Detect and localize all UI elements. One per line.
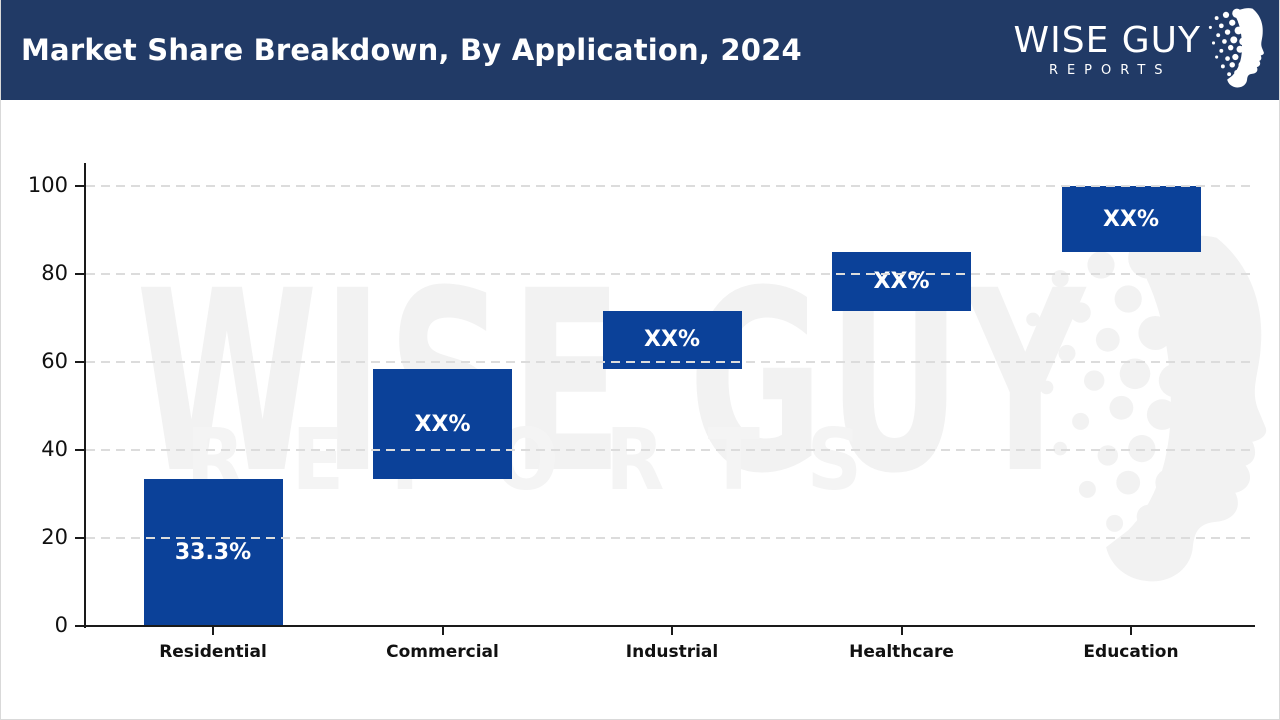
y-tick-mark (75, 537, 84, 539)
bar-value-label: XX% (1103, 206, 1159, 232)
bar-value-label: XX% (873, 268, 930, 294)
logo-tagline-text: REPORTS (1048, 62, 1172, 78)
x-tick-mark (212, 627, 214, 635)
y-tick-label: 0 (54, 613, 68, 637)
dotted-head-icon (1208, 8, 1264, 88)
x-tick-mark (1130, 627, 1132, 635)
y-tick-mark (75, 185, 84, 187)
watermark-head-icon (1026, 235, 1267, 582)
x-axis-label: Education (1083, 642, 1179, 662)
gridline (86, 361, 1254, 363)
y-tick-label: 60 (41, 349, 68, 373)
y-tick-mark (75, 361, 84, 363)
logo-text: WISE GUY REPORTS (1013, 19, 1202, 78)
y-tick-label: 20 (41, 525, 68, 549)
gridline (86, 185, 1254, 187)
x-axis-label: Residential (159, 642, 267, 662)
y-tick-mark (75, 449, 84, 451)
watermark-tagline-text: REPORTS (186, 411, 909, 510)
page-title: Market Share Breakdown, By Application, … (21, 33, 802, 67)
brand-logo: WISE GUY REPORTS (1014, 5, 1266, 95)
x-tick-mark (900, 627, 903, 635)
gridline (86, 273, 1254, 275)
y-tick-label: 80 (41, 261, 68, 285)
gridline (86, 537, 1254, 539)
x-axis-line (84, 625, 1255, 627)
chart-bar: XX% (832, 252, 971, 311)
y-tick-mark (75, 273, 84, 275)
y-tick-label: 40 (41, 437, 68, 461)
chart-bar: XX% (1061, 186, 1201, 252)
chart-bar: XX% (373, 369, 512, 480)
chart-bar: XX% (602, 310, 742, 370)
x-axis-label: Healthcare (849, 642, 954, 662)
gridline (86, 449, 1254, 451)
x-axis-label: Industrial (625, 642, 719, 662)
chart-bar: 33.3% (143, 479, 283, 626)
header-banner: Market Share Breakdown, By Application, … (1, 0, 1279, 100)
x-axis-label: Commercial (386, 642, 499, 662)
plot-area: WISE GUY REPORTS 0 20 40 60 80 100 33.3% Reside… (28, 163, 1267, 662)
bar-value-label: 33.3% (174, 540, 252, 566)
logo-brand-text: WISE GUY (1013, 19, 1201, 61)
y-axis-line (84, 163, 86, 628)
x-tick-mark (441, 627, 444, 635)
x-tick-mark (671, 627, 673, 635)
bar-value-label: XX% (414, 411, 471, 437)
y-tick-label: 100 (27, 173, 68, 197)
y-tick-mark (75, 625, 84, 627)
bar-value-label: XX% (644, 327, 700, 353)
